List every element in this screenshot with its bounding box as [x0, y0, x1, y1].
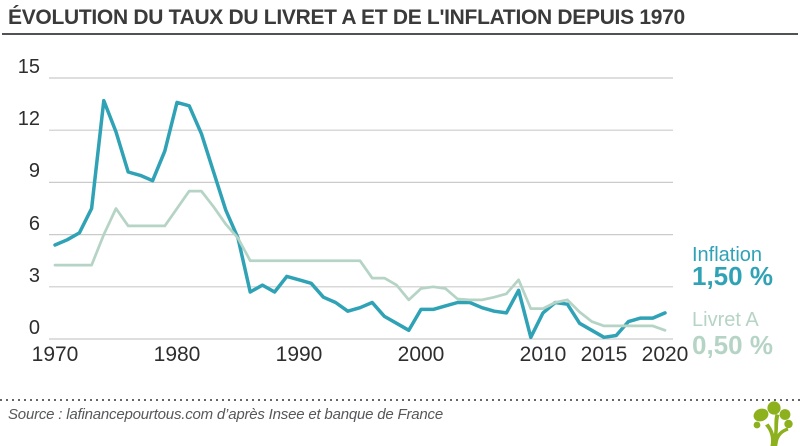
title-underline	[2, 33, 798, 35]
tree-trunk	[765, 414, 789, 446]
x-tick-label-2015: 2015	[580, 343, 628, 366]
x-tick-label-1980: 1980	[153, 343, 201, 366]
legend-livret-a-value: 0,50 %	[692, 330, 773, 360]
legend-inflation-value: 1,50 %	[692, 261, 773, 291]
tree-foliage	[753, 401, 793, 429]
legend-inflation-label: Inflation	[692, 244, 763, 266]
lafinancepourtous-tree-logo	[753, 401, 793, 446]
x-tick-label-2020: 2020	[641, 343, 689, 366]
y-tick-label-12: 12	[17, 108, 40, 131]
footer-dotted-separator	[0, 399, 800, 401]
y-tick-label-9: 9	[28, 160, 40, 183]
x-tick-label-1990: 1990	[275, 343, 323, 366]
page-title: ÉVOLUTION DU TAUX DU LIVRET A ET DE L'IN…	[8, 6, 685, 29]
livret-a-line	[53, 189, 667, 332]
legend-livret-a-label: Livret A	[692, 309, 759, 331]
x-tick-label-2010: 2010	[519, 343, 567, 366]
inflation-line	[53, 98, 667, 340]
x-tick-label-2000: 2000	[397, 343, 445, 366]
y-tick-label-15: 15	[17, 56, 40, 78]
source-text: Source : lafinancepourtous.com d’après I…	[8, 406, 443, 423]
y-tick-label-0: 0	[28, 317, 40, 339]
y-tick-label-3: 3	[28, 264, 40, 287]
y-tick-label-6: 6	[28, 212, 40, 235]
x-tick-label-1970: 1970	[31, 343, 79, 366]
